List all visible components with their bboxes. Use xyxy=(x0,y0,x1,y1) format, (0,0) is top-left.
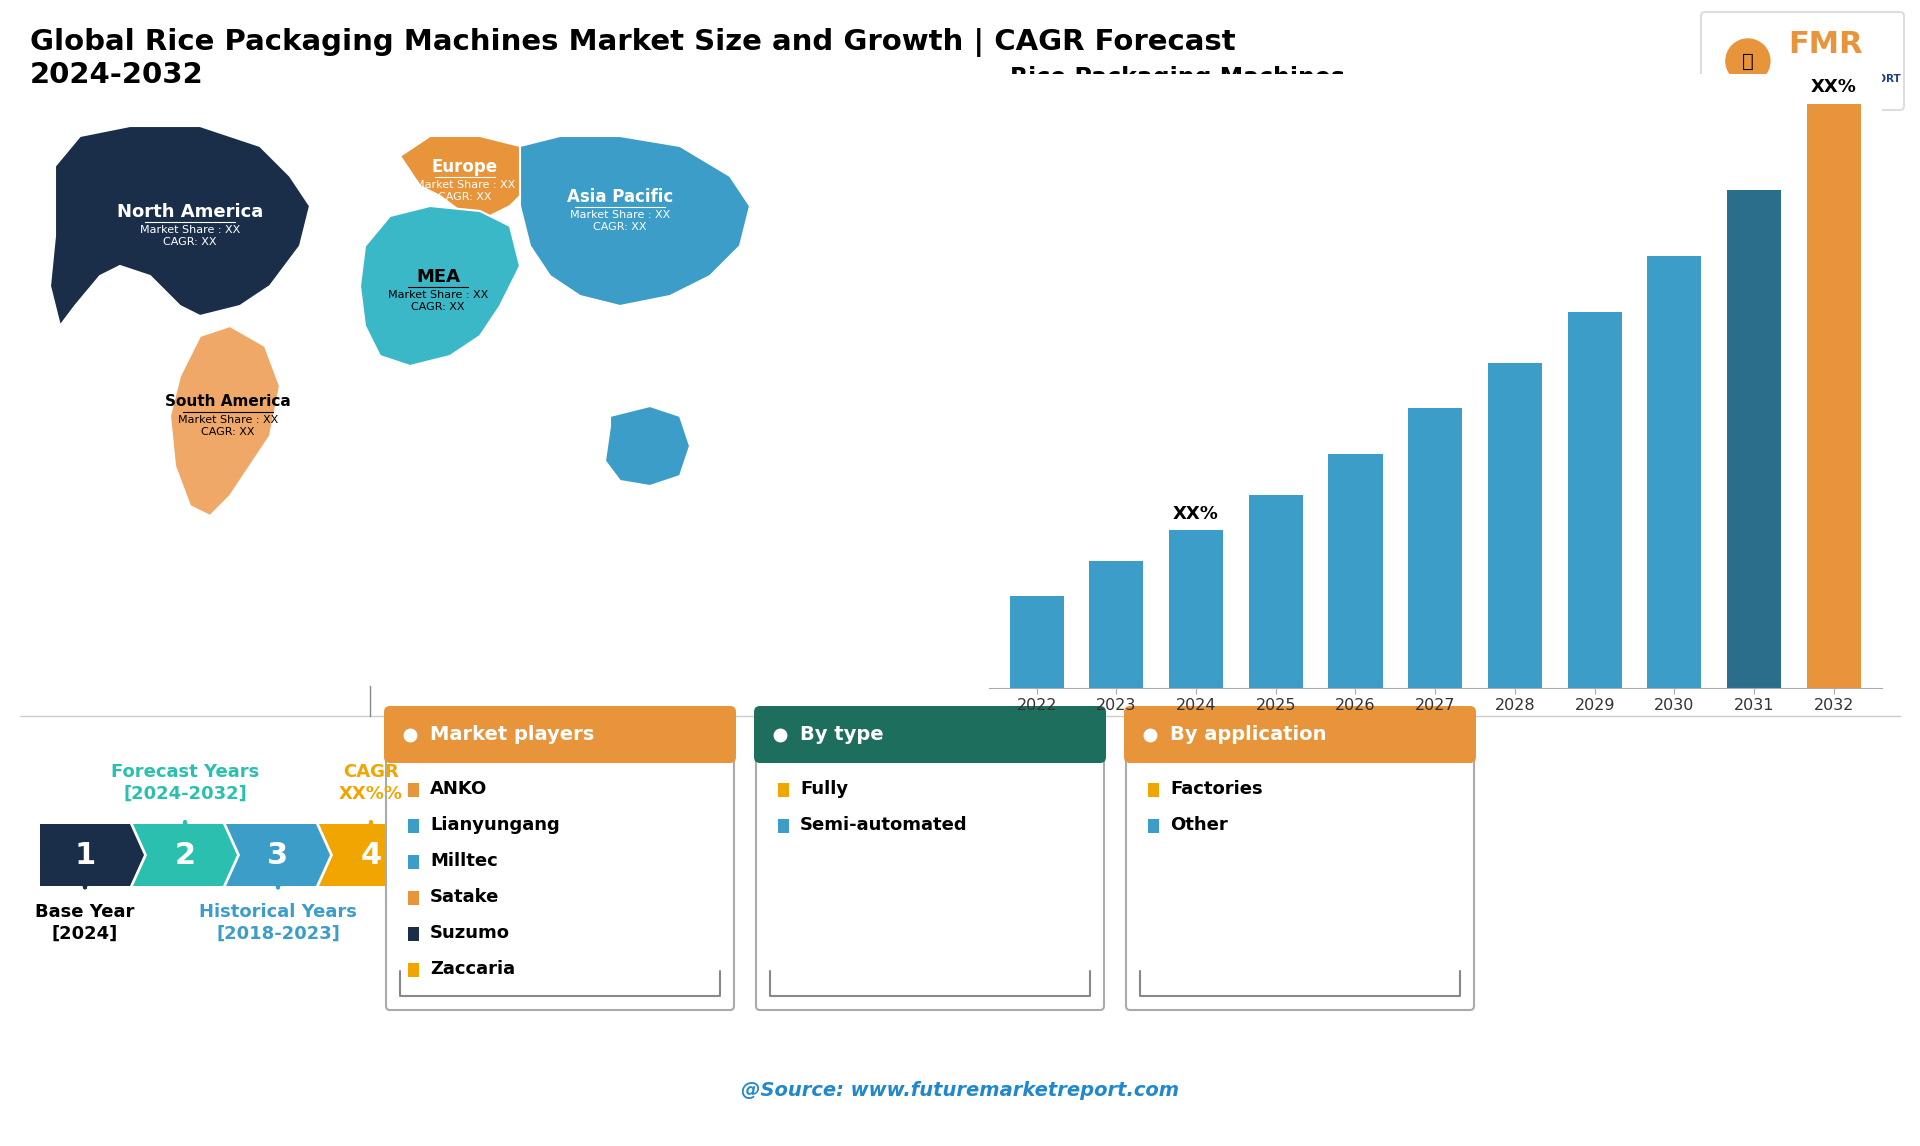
Text: Zaccaria: Zaccaria xyxy=(430,960,515,978)
Bar xyxy=(1329,454,1382,688)
Text: Other: Other xyxy=(1169,816,1227,834)
Text: Market Share : XX: Market Share : XX xyxy=(388,290,488,300)
FancyBboxPatch shape xyxy=(386,712,733,1010)
Text: Forecast Years: Forecast Years xyxy=(111,763,259,782)
Text: MEA: MEA xyxy=(417,268,461,286)
Polygon shape xyxy=(227,824,330,886)
Text: Market Size Growth In: Market Size Growth In xyxy=(1010,100,1306,124)
Text: CAGR: XX: CAGR: XX xyxy=(411,303,465,312)
FancyBboxPatch shape xyxy=(778,819,789,833)
FancyBboxPatch shape xyxy=(384,706,735,763)
Bar xyxy=(1248,495,1304,688)
Text: CAGR: CAGR xyxy=(344,763,399,782)
Text: 1: 1 xyxy=(75,840,96,870)
Text: Suzumo: Suzumo xyxy=(430,924,511,942)
FancyBboxPatch shape xyxy=(756,712,1104,1010)
Polygon shape xyxy=(605,406,689,486)
FancyBboxPatch shape xyxy=(407,890,419,905)
Bar xyxy=(1567,312,1622,688)
Text: Bln or Mln: Bln or Mln xyxy=(1010,134,1146,158)
Text: Global Rice Packaging Machines Market Size and Growth | CAGR Forecast: Global Rice Packaging Machines Market Si… xyxy=(31,28,1236,57)
Text: Market Share : XX: Market Share : XX xyxy=(140,225,240,235)
Text: 4: 4 xyxy=(361,840,382,870)
Text: Lianyungang: Lianyungang xyxy=(430,816,561,834)
Bar xyxy=(1488,362,1542,688)
FancyBboxPatch shape xyxy=(407,783,419,796)
Text: Asia Pacific: Asia Pacific xyxy=(566,188,674,206)
Polygon shape xyxy=(50,126,309,325)
Text: XX%%: XX%% xyxy=(340,785,403,803)
Text: CAGR: XX: CAGR: XX xyxy=(202,427,255,437)
Polygon shape xyxy=(40,824,144,886)
FancyBboxPatch shape xyxy=(407,963,419,978)
FancyBboxPatch shape xyxy=(1701,11,1905,110)
FancyBboxPatch shape xyxy=(1148,783,1160,796)
Text: South America: South America xyxy=(165,394,290,409)
Text: CAGR: XX: CAGR: XX xyxy=(593,222,647,231)
Bar xyxy=(1807,103,1860,688)
Polygon shape xyxy=(171,325,280,516)
Text: FUTURE MARKET REPORT: FUTURE MARKET REPORT xyxy=(1751,74,1901,84)
Text: Fully: Fully xyxy=(801,780,849,798)
Text: Satake: Satake xyxy=(430,888,499,906)
FancyBboxPatch shape xyxy=(755,706,1106,763)
Text: By type: By type xyxy=(801,725,883,744)
Text: North America: North America xyxy=(117,203,263,221)
Bar xyxy=(1169,531,1223,688)
FancyBboxPatch shape xyxy=(407,855,419,869)
FancyBboxPatch shape xyxy=(407,819,419,833)
Polygon shape xyxy=(520,136,751,306)
Text: ANKO: ANKO xyxy=(430,780,488,798)
FancyBboxPatch shape xyxy=(778,783,789,796)
Text: XX%: XX% xyxy=(1173,504,1219,523)
Text: 🏃: 🏃 xyxy=(1741,52,1753,71)
Bar xyxy=(1407,408,1463,688)
Text: CAGR: XX: CAGR: XX xyxy=(438,193,492,202)
Polygon shape xyxy=(132,824,236,886)
Text: Rice Packaging Machines: Rice Packaging Machines xyxy=(1010,66,1346,91)
Text: @Source: www.futuremarketreport.com: @Source: www.futuremarketreport.com xyxy=(741,1082,1179,1100)
Bar xyxy=(1010,596,1064,688)
Circle shape xyxy=(1726,39,1770,83)
FancyBboxPatch shape xyxy=(407,927,419,941)
Bar xyxy=(1089,560,1144,688)
Text: 2: 2 xyxy=(175,840,196,870)
FancyBboxPatch shape xyxy=(1125,712,1475,1010)
Text: Europe: Europe xyxy=(432,158,497,176)
Polygon shape xyxy=(399,136,540,215)
Polygon shape xyxy=(361,206,520,366)
Text: [2018-2023]: [2018-2023] xyxy=(217,925,340,943)
Text: Semi-automated: Semi-automated xyxy=(801,816,968,834)
Bar xyxy=(1647,256,1701,688)
Text: 2024-2032: 2024-2032 xyxy=(31,61,204,89)
Text: Milltec: Milltec xyxy=(430,851,497,870)
Text: Market Share : XX: Market Share : XX xyxy=(570,210,670,220)
FancyBboxPatch shape xyxy=(1123,706,1476,763)
Polygon shape xyxy=(319,824,422,886)
Text: CAGR: XX: CAGR: XX xyxy=(163,237,217,248)
Text: [2024]: [2024] xyxy=(52,925,119,943)
Text: FMR: FMR xyxy=(1789,30,1862,60)
Text: [2024-2032]: [2024-2032] xyxy=(123,785,248,803)
Text: 3: 3 xyxy=(267,840,288,870)
Text: Base Year: Base Year xyxy=(35,903,134,921)
Text: Market Share : XX: Market Share : XX xyxy=(179,415,278,425)
Text: Factories: Factories xyxy=(1169,780,1263,798)
Text: Historical Years: Historical Years xyxy=(200,903,357,921)
Text: Market players: Market players xyxy=(430,725,595,744)
Text: XX%: XX% xyxy=(1811,78,1857,96)
Text: By application: By application xyxy=(1169,725,1327,744)
FancyBboxPatch shape xyxy=(1148,819,1160,833)
Bar xyxy=(1726,190,1782,688)
Text: Market Share : XX: Market Share : XX xyxy=(415,180,515,190)
